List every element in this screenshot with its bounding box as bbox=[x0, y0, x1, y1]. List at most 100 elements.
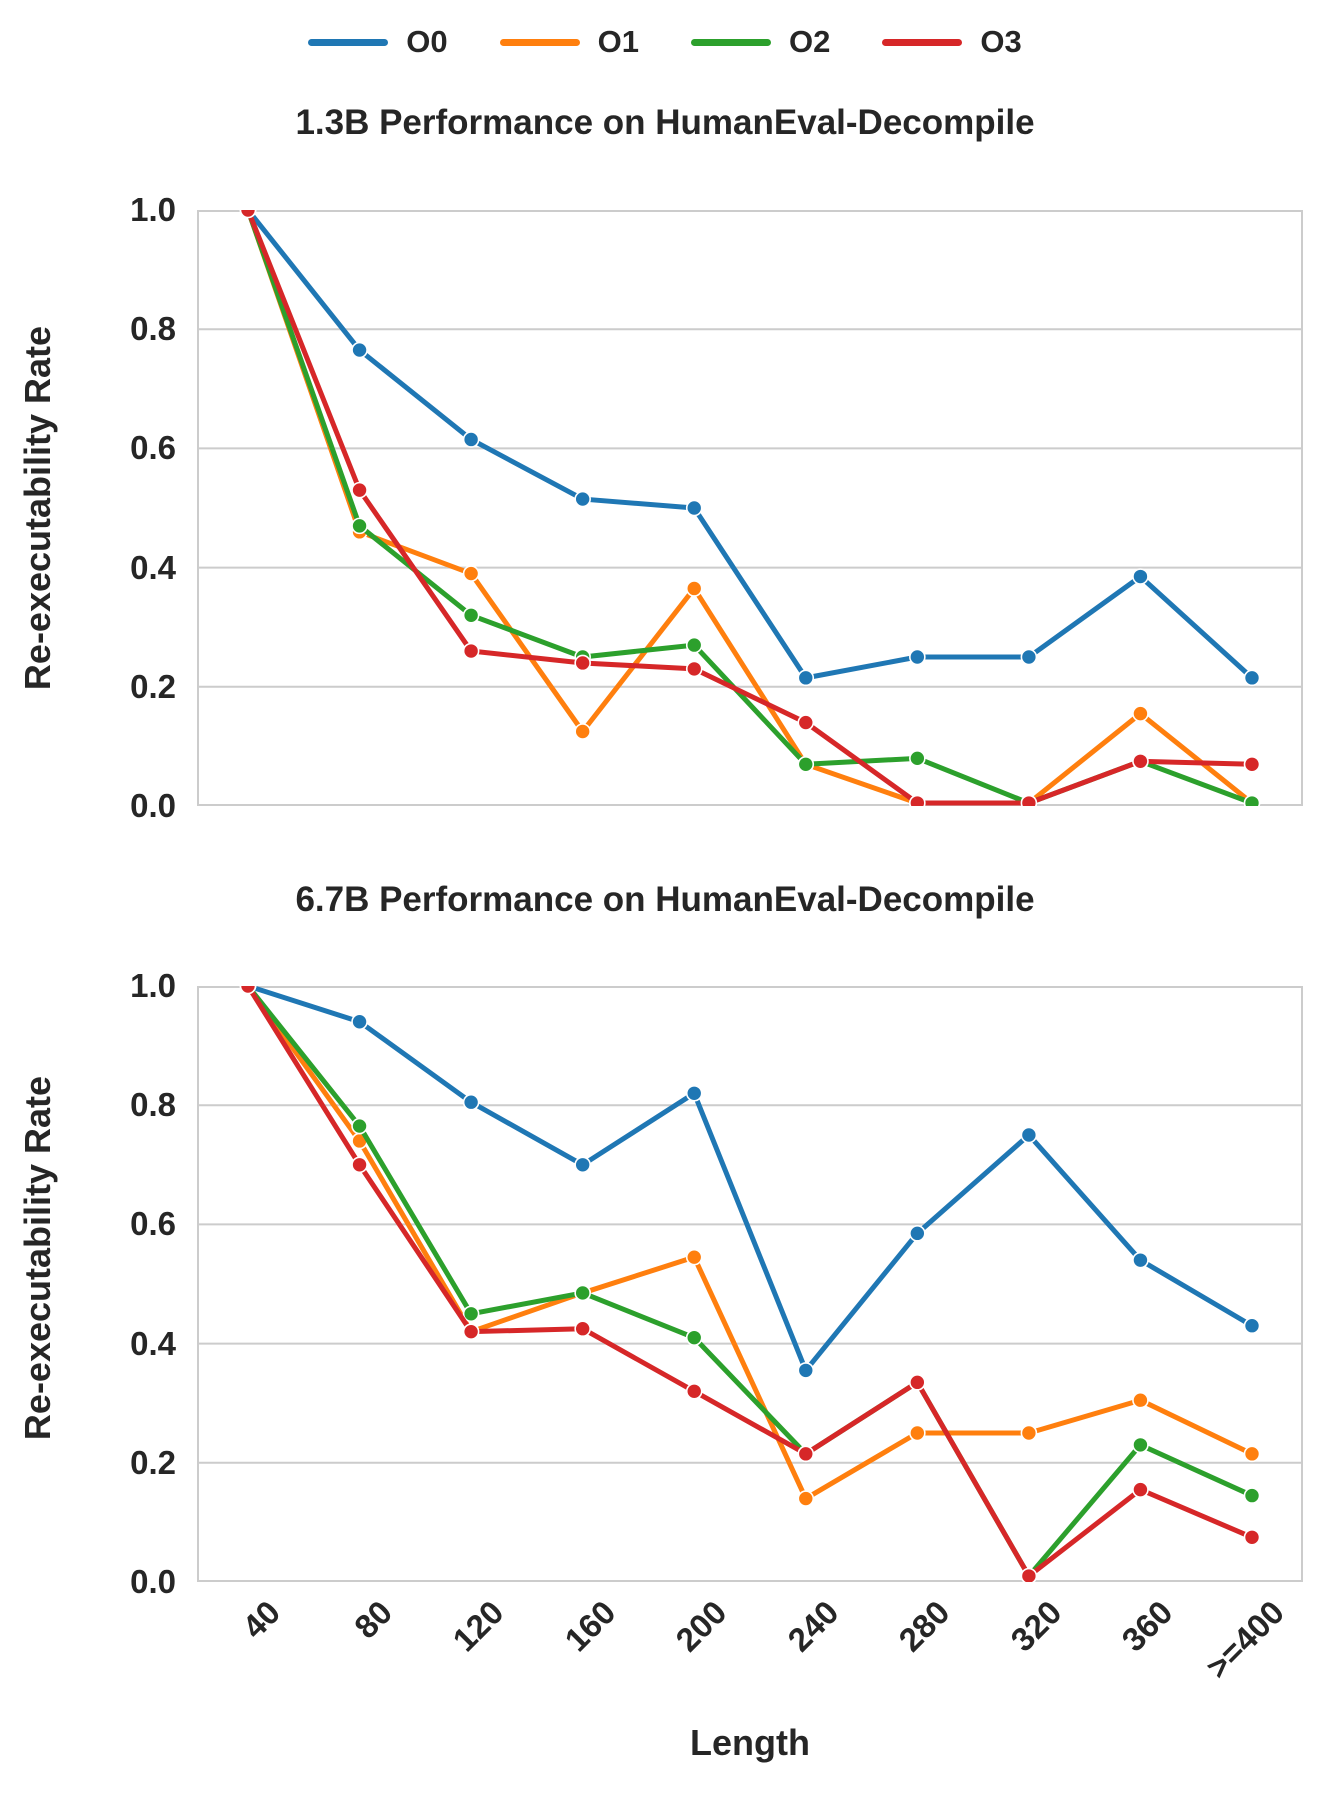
chart1-plot-area bbox=[197, 210, 1303, 806]
data-point-O1-160 bbox=[574, 723, 591, 740]
data-point-O2->=400 bbox=[1243, 794, 1261, 806]
series-line-O1 bbox=[245, 986, 1254, 1502]
chart2-title: 6.7B Performance on HumanEval-Decompile bbox=[295, 880, 1035, 919]
y-tick-label: 1.0 bbox=[130, 967, 176, 1004]
y-tick-label: 1.0 bbox=[130, 191, 176, 228]
y-tick-label: 0.4 bbox=[130, 548, 176, 586]
data-point-O2-160 bbox=[574, 1284, 591, 1302]
chart1-title: 1.3B Performance on HumanEval-Decompile bbox=[295, 103, 1035, 142]
legend-item-O1: O1 bbox=[499, 24, 639, 60]
data-point-O3-40 bbox=[239, 986, 257, 995]
series-line-O3 bbox=[245, 986, 1253, 1579]
data-point-O3-240 bbox=[797, 714, 815, 731]
data-point-O2-80 bbox=[351, 517, 368, 535]
data-point-O3-320 bbox=[1020, 794, 1038, 806]
data-point-O3-360 bbox=[1132, 1481, 1149, 1498]
x-tick-label-280: 280 bbox=[891, 1593, 957, 1659]
data-point-O3-120 bbox=[462, 1323, 480, 1340]
data-point-O3-40 bbox=[239, 210, 257, 219]
data-point-O0-80 bbox=[351, 341, 368, 359]
legend-item-O2: O2 bbox=[691, 24, 830, 60]
data-point-O3->=400 bbox=[1243, 1528, 1261, 1546]
x-tick-label-240: 240 bbox=[780, 1593, 846, 1659]
legend-line-swatch bbox=[499, 38, 580, 46]
data-point-O3-280 bbox=[909, 794, 926, 806]
chart1-y-axis-label: Re-executability Rate bbox=[17, 325, 58, 691]
data-point-O0-160 bbox=[574, 1156, 591, 1174]
data-point-O2-200 bbox=[685, 636, 703, 654]
data-point-O3->=400 bbox=[1243, 755, 1261, 773]
chart2-plot-area bbox=[197, 986, 1303, 1582]
data-point-O2-80 bbox=[351, 1117, 368, 1135]
x-tick-label-160: 160 bbox=[557, 1593, 623, 1659]
x-tick-label-80: 80 bbox=[346, 1593, 400, 1646]
data-point-O3-200 bbox=[685, 1382, 703, 1400]
legend-item-O3: O3 bbox=[882, 24, 1022, 60]
data-point-O0-360 bbox=[1132, 1251, 1149, 1269]
data-point-O0-120 bbox=[462, 1093, 480, 1111]
series-line-O2 bbox=[245, 210, 1253, 806]
data-point-O3-80 bbox=[351, 1156, 368, 1174]
data-point-O3-200 bbox=[685, 660, 703, 678]
data-point-O3-160 bbox=[574, 654, 591, 672]
plot-border bbox=[197, 986, 1303, 1582]
data-point-O2-120 bbox=[462, 1305, 480, 1323]
x-tick-label->=400: >=400 bbox=[1199, 1593, 1292, 1686]
x-tick-label-360: 360 bbox=[1114, 1593, 1180, 1659]
y-tick-label: 0.8 bbox=[130, 1086, 176, 1124]
data-point-O0-360 bbox=[1132, 568, 1149, 585]
data-point-O0-320 bbox=[1020, 648, 1038, 666]
data-point-O1-360 bbox=[1132, 705, 1149, 722]
legend-label: O1 bbox=[597, 24, 639, 59]
series-line-O0 bbox=[247, 986, 1254, 1373]
data-point-O2-240 bbox=[797, 755, 815, 773]
data-point-O1-200 bbox=[685, 580, 703, 597]
legend-label: O0 bbox=[406, 24, 448, 59]
data-point-O3-320 bbox=[1020, 1567, 1038, 1582]
data-point-O2-120 bbox=[462, 606, 480, 624]
data-point-O1-120 bbox=[462, 565, 480, 582]
x-axis-label: Length bbox=[690, 1722, 810, 1763]
legend-item-O0: O0 bbox=[308, 24, 448, 60]
data-point-O1-240 bbox=[797, 1490, 815, 1507]
data-point-O2-360 bbox=[1132, 1436, 1149, 1454]
legend-label: O2 bbox=[789, 24, 831, 59]
legend-label: O3 bbox=[980, 24, 1022, 59]
data-point-O0-200 bbox=[685, 499, 703, 517]
series-line-O3 bbox=[245, 210, 1253, 806]
data-point-O1->=400 bbox=[1243, 1445, 1261, 1463]
data-point-O1-360 bbox=[1132, 1391, 1149, 1409]
y-tick-label: 0.2 bbox=[130, 1443, 176, 1481]
y-tick-label: 0.0 bbox=[130, 787, 176, 824]
data-point-O2->=400 bbox=[1243, 1487, 1261, 1504]
data-point-O2-200 bbox=[685, 1329, 703, 1346]
legend-line-swatch bbox=[308, 38, 389, 46]
y-tick-label: 0.6 bbox=[130, 429, 176, 467]
x-tick-label-320: 320 bbox=[1003, 1593, 1069, 1659]
data-point-O1-320 bbox=[1020, 1424, 1038, 1442]
data-point-O3-240 bbox=[797, 1445, 815, 1463]
data-point-O0-120 bbox=[462, 431, 480, 448]
series-line-O0 bbox=[246, 210, 1254, 681]
data-point-O0-200 bbox=[685, 1084, 703, 1102]
x-tick-label-40: 40 bbox=[235, 1593, 288, 1646]
plot-canvas bbox=[197, 210, 1303, 806]
data-point-O0-280 bbox=[909, 1225, 926, 1242]
data-point-O3-360 bbox=[1132, 752, 1149, 770]
series-line-O1 bbox=[245, 210, 1254, 806]
data-point-O3-160 bbox=[574, 1320, 591, 1338]
data-point-O3-120 bbox=[462, 642, 480, 660]
data-point-O3-280 bbox=[909, 1374, 926, 1391]
y-tick-label: 0.2 bbox=[130, 667, 176, 705]
data-point-O1-200 bbox=[685, 1248, 703, 1266]
legend-line-swatch bbox=[882, 38, 963, 46]
legend-line-swatch bbox=[691, 38, 771, 46]
data-point-O0-80 bbox=[351, 1013, 368, 1031]
data-point-O0->=400 bbox=[1243, 1317, 1261, 1335]
y-tick-label: 0.4 bbox=[130, 1324, 176, 1362]
data-point-O0-240 bbox=[797, 669, 815, 687]
data-point-O0->=400 bbox=[1243, 669, 1261, 687]
legend: O0 O1 O2 O3 bbox=[0, 16, 1330, 68]
y-tick-label: 0.6 bbox=[130, 1205, 176, 1243]
